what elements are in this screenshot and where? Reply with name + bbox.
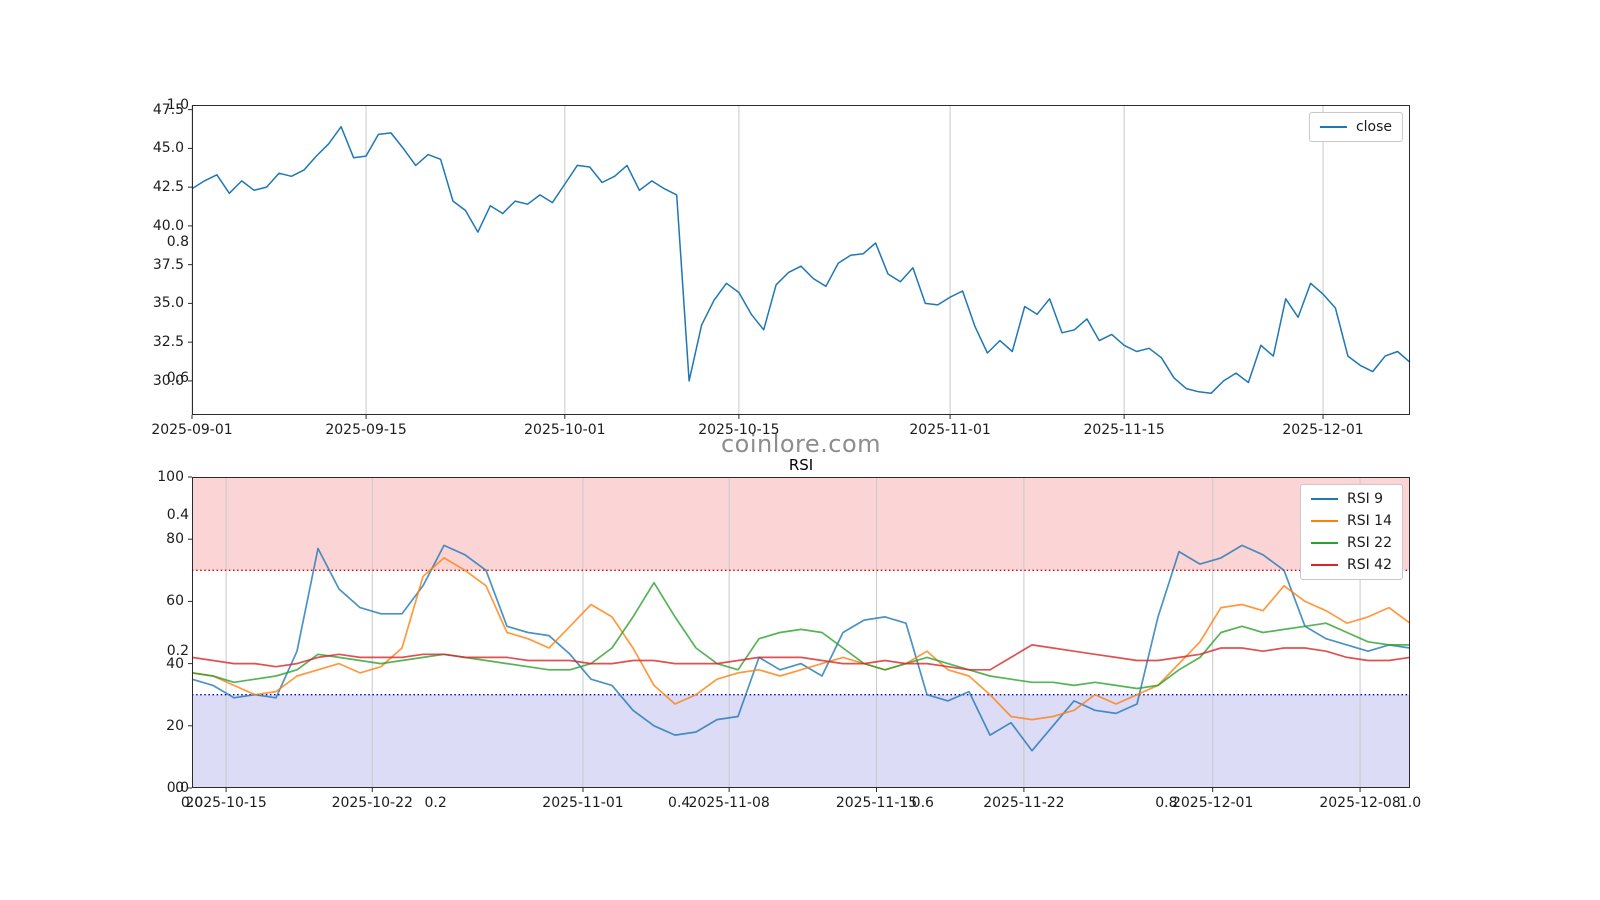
overlay-y-tick-label: 0.4	[166, 506, 189, 523]
price-x-tick-label: 2025-11-15	[1083, 422, 1165, 438]
legend-label: close	[1355, 119, 1392, 135]
price-y-tick-label: 35.0	[152, 295, 184, 312]
rsi-22-line	[191, 581, 1410, 690]
overlay-x-tick-label: 0.8	[1155, 795, 1178, 811]
legend-label: RSI 22	[1346, 535, 1392, 552]
price-x-tick-label: 2025-09-15	[325, 422, 407, 438]
watermark-text: coinlore.com	[720, 430, 882, 458]
overlay-x-tick-label: 0.4	[668, 795, 691, 811]
price-y-tick-label: 42.5	[152, 179, 184, 196]
rsi-42-line	[191, 644, 1411, 671]
rsi-plot-area	[188, 476, 1411, 792]
rsi-chart-title: RSI	[788, 456, 814, 474]
legend-line-sample	[1310, 564, 1338, 567]
legend-entry-rsi-14: RSI 14	[1310, 513, 1392, 530]
rsi-x-tick-label: 2025-11-22	[983, 795, 1065, 811]
rsi-x-tick-label: 2025-10-22	[331, 795, 413, 811]
price-y-tick-label: 37.5	[152, 256, 184, 273]
legend-label: RSI 14	[1346, 513, 1392, 530]
rsi-y-tick-label: 20	[166, 717, 184, 734]
rsi-x-tick-label: 2025-12-08	[1319, 795, 1401, 811]
price-x-tick-label: 2025-10-15	[698, 422, 780, 438]
price-y-tick-label: 40.0	[152, 217, 184, 234]
price-legend: close	[1308, 112, 1403, 143]
price-x-tick-label: 2025-09-01	[151, 422, 233, 438]
price-x-tick-label: 2025-11-01	[909, 422, 991, 438]
legend-line-sample	[1310, 520, 1338, 523]
rsi-9-line	[191, 544, 1411, 752]
rsi-y-tick-label: 80	[166, 531, 184, 548]
rsi-band-oversold	[192, 694, 1410, 788]
rsi-x-tick-label: 2025-11-08	[688, 795, 770, 811]
legend-line-sample	[1319, 126, 1347, 129]
rsi-x-tick-label: 2025-11-01	[542, 795, 624, 811]
price-y-tick-label: 45.0	[152, 140, 184, 157]
overlay-x-tick-label: 0.6	[911, 795, 934, 811]
price-y-tick-label: 30.0	[152, 372, 184, 389]
rsi-legend: RSI 9 RSI 14 RSI 22 RSI 42	[1299, 484, 1403, 581]
legend-entry-rsi-22: RSI 22	[1310, 535, 1392, 552]
overlay-y-tick-label: 0.8	[166, 233, 189, 250]
legend-line-sample	[1310, 542, 1338, 545]
overlay-x-tick-label: 0.2	[424, 795, 447, 811]
overlay-x-tick-label: 0.0	[180, 795, 204, 811]
price-x-tick-label: 2025-12-01	[1282, 422, 1364, 438]
rsi-y-tick-label: 60	[166, 593, 184, 610]
price-plot-area	[188, 105, 1411, 419]
overlay-y-tick-label: 0.0	[166, 780, 189, 796]
overlay-y-tick-label: 0.2	[166, 643, 189, 660]
overlay-x-tick-label: 1.0	[1398, 795, 1422, 811]
legend-entry-rsi-42: RSI 42	[1310, 557, 1392, 574]
legend-entry-close: close	[1319, 119, 1392, 135]
price-y-tick-label: 47.5	[152, 101, 184, 118]
legend-label: RSI 42	[1346, 557, 1392, 574]
overlay-y-tick-label: 1.0	[166, 97, 189, 113]
rsi-x-tick-label: 2025-11-15	[835, 795, 918, 811]
price-x-tick-label: 2025-10-01	[524, 422, 606, 438]
legend-label: RSI 9	[1346, 491, 1384, 507]
rsi-band-overbought	[192, 477, 1410, 571]
rsi-y-tick-label: 0	[175, 780, 184, 796]
price-y-tick-label: 32.5	[152, 334, 184, 351]
price-plot-border	[192, 105, 1410, 415]
legend-entry-rsi-9: RSI 9	[1310, 491, 1392, 507]
rsi-x-tick-label: 2025-10-15	[185, 795, 267, 811]
rsi-x-tick-label: 2025-12-01	[1171, 795, 1254, 811]
rsi-y-tick-label: 100	[157, 469, 184, 485]
rsi-plot-border	[192, 477, 1410, 788]
rsi-14-line	[191, 557, 1411, 721]
close-line	[191, 125, 1411, 395]
rsi-y-tick-label: 40	[166, 655, 184, 672]
legend-line-sample	[1310, 498, 1338, 501]
overlay-y-tick-label: 0.6	[166, 370, 189, 387]
